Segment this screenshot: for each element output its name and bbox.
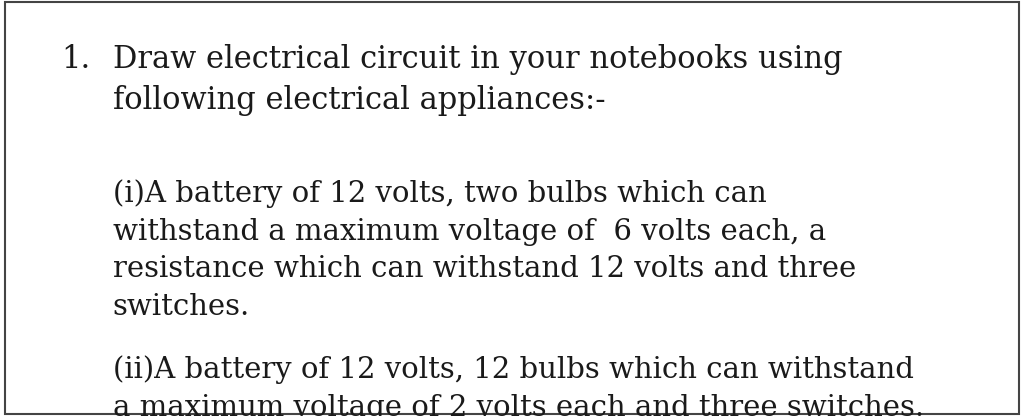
Text: (i)A battery of 12 volts, two bulbs which can
withstand a maximum voltage of  6 : (i)A battery of 12 volts, two bulbs whic… — [113, 179, 856, 322]
Text: 1.: 1. — [61, 44, 91, 75]
Text: Draw electrical circuit in your notebooks using
following electrical appliances:: Draw electrical circuit in your notebook… — [113, 44, 843, 116]
Text: (ii)A battery of 12 volts, 12 bulbs which can withstand
a maximum voltage of 2 v: (ii)A battery of 12 volts, 12 bulbs whic… — [113, 356, 924, 416]
